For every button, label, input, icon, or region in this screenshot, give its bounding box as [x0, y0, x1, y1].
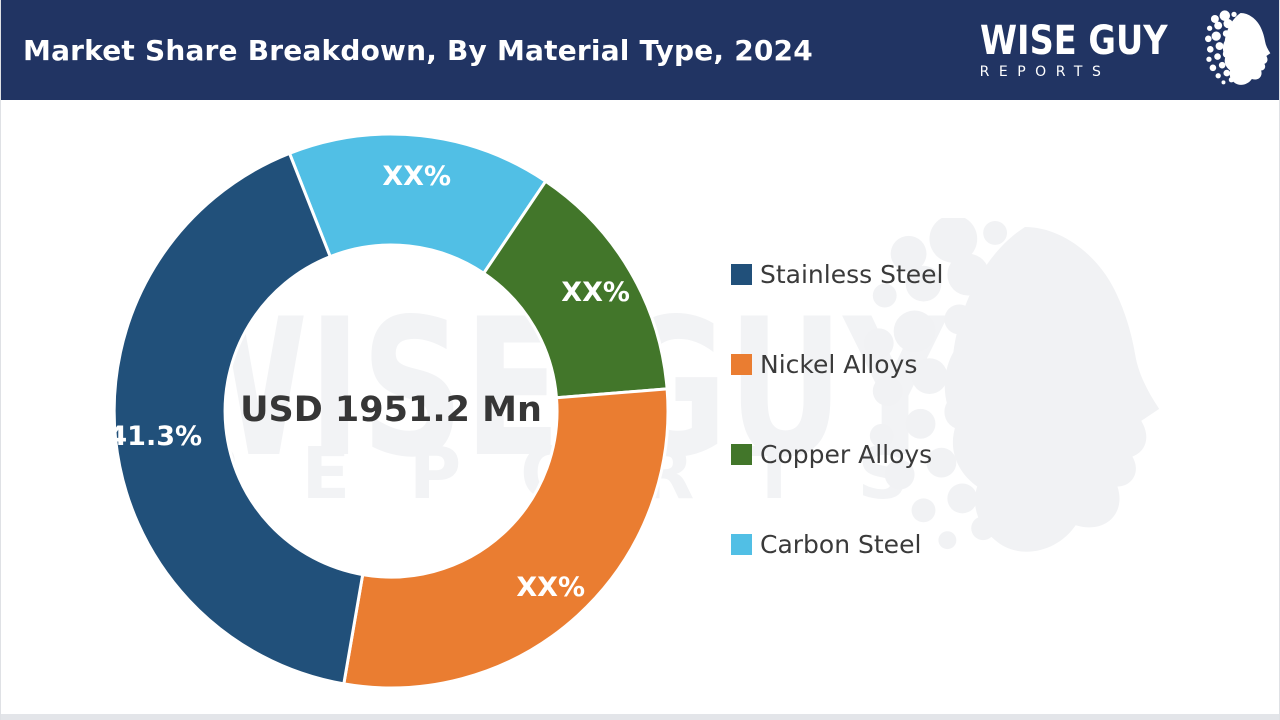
legend-swatch [731, 534, 752, 555]
segment-label-copper-alloys: XX% [561, 277, 630, 308]
legend-swatch [731, 354, 752, 375]
legend-item-nickel-alloys: Nickel Alloys [731, 352, 943, 377]
legend-item-carbon-steel: Carbon Steel [731, 532, 943, 557]
page-title: Market Share Breakdown, By Material Type… [23, 33, 813, 67]
chart-center-value: USD 1951.2 Mn [240, 390, 542, 430]
chart-legend: Stainless Steel Nickel Alloys Copper Alloy… [731, 262, 943, 622]
segment-label-stainless-steel: 41.3% [111, 421, 202, 452]
legend-label: Carbon Steel [760, 530, 922, 559]
donut-segment-nickel-alloys [342, 387, 670, 690]
logo-text: WISE GUY REPORTS [980, 21, 1203, 80]
segment-label-nickel-alloys: XX% [516, 572, 585, 603]
segment-label-carbon-steel: XX% [382, 161, 451, 192]
donut-segment-carbon-steel [288, 132, 548, 275]
legend-label: Stainless Steel [760, 260, 944, 289]
logo-subtext: REPORTS [979, 63, 1111, 80]
legend-swatch [731, 444, 752, 465]
legend-label: Nickel Alloys [760, 350, 918, 379]
legend-label: Copper Alloys [760, 440, 933, 469]
logo-wordmark: WISE GUY [979, 17, 1168, 64]
brand-logo: WISE GUY REPORTS [980, 10, 1271, 90]
legend-swatch [731, 264, 752, 285]
chart-area: WISE GUY REPORTS XX%XX%XX%41.3% USD 1951… [1, 100, 1279, 714]
logo-head-icon [1205, 10, 1271, 90]
bottom-border [1, 714, 1279, 720]
legend-item-stainless-steel: Stainless Steel [731, 262, 943, 287]
donut-segment-stainless-steel [112, 151, 365, 686]
header-bar: Market Share Breakdown, By Material Type… [1, 0, 1279, 100]
legend-item-copper-alloys: Copper Alloys [731, 442, 943, 467]
donut-chart: XX% XX% XX% 41.3% [111, 132, 670, 690]
